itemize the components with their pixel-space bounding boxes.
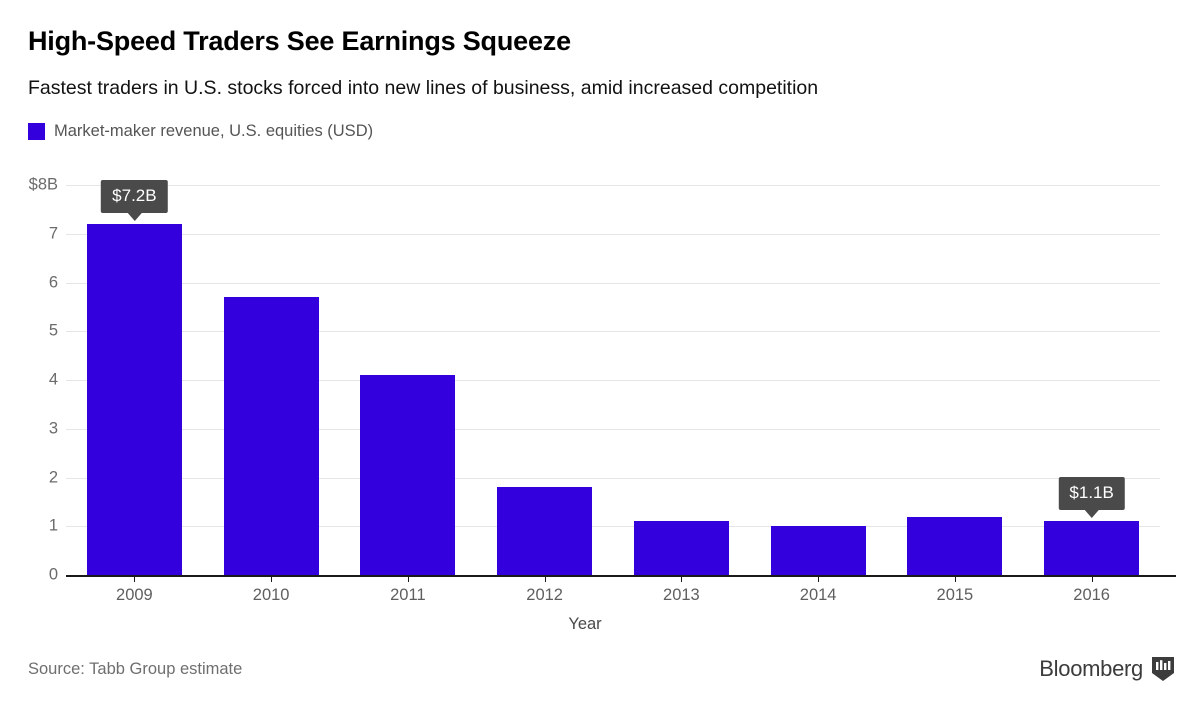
bar-2009[interactable] xyxy=(86,224,182,575)
x-axis-tick-label: 2014 xyxy=(799,586,837,604)
bar-2016[interactable] xyxy=(1044,521,1140,575)
x-axis-tick-label: 2011 xyxy=(390,586,426,604)
x-axis-tick xyxy=(681,575,683,582)
x-axis-tick-label: 2013 xyxy=(663,586,700,604)
x-axis-tick xyxy=(818,575,820,582)
bar-2011[interactable] xyxy=(360,375,456,575)
bar-2013[interactable] xyxy=(633,521,729,575)
bar-2010[interactable] xyxy=(223,297,319,575)
x-axis-tick xyxy=(271,575,273,582)
bar-2012[interactable] xyxy=(497,487,593,575)
y-axis-tick-label: 5 xyxy=(48,321,58,340)
chart-legend: Market-maker revenue, U.S. equities (USD… xyxy=(28,121,373,141)
gridline xyxy=(66,185,1160,186)
y-axis-tick-label: $8B xyxy=(28,175,58,194)
x-axis-tick xyxy=(954,575,956,582)
y-axis-tick-label: 3 xyxy=(48,419,58,438)
bloomberg-brand: Bloomberg xyxy=(1039,656,1174,682)
x-axis-tick xyxy=(407,575,409,582)
footer-divider xyxy=(0,643,1200,644)
value-callout-2009: $7.2B xyxy=(101,180,168,221)
y-axis-tick-label: 6 xyxy=(48,273,58,291)
gridline xyxy=(66,477,1160,479)
x-axis-title-label: Year xyxy=(568,615,602,633)
legend-color-swatch-icon xyxy=(28,122,45,140)
x-axis-tick-label: 2016 xyxy=(1073,586,1110,604)
gridline xyxy=(66,526,1160,528)
chart-subtitle: Fastest traders in U.S. stocks forced in… xyxy=(28,77,819,99)
x-axis-title: Year xyxy=(0,615,1200,634)
x-axis-tick xyxy=(134,575,136,582)
brand-name: Bloomberg xyxy=(1039,656,1143,681)
y-axis-tick-label: 0 xyxy=(48,565,58,584)
bar-2015[interactable] xyxy=(907,516,1003,575)
bloomberg-bar-badge-icon xyxy=(1152,657,1174,681)
y-axis-tick-label: 7 xyxy=(48,224,58,243)
legend-item-label: Market-maker revenue, U.S. equities (USD… xyxy=(54,121,374,140)
legend-item-market-maker-revenue[interactable]: Market-maker revenue, U.S. equities (USD… xyxy=(28,122,373,141)
value-callout-2016: $1.1B xyxy=(1058,477,1125,519)
gridline xyxy=(66,282,1160,284)
y-axis-tick-label: 4 xyxy=(48,370,58,389)
x-axis-line xyxy=(66,575,1176,577)
page-title: High-Speed Traders See Earnings Squeeze xyxy=(28,26,571,56)
x-axis-tick-label: 2010 xyxy=(252,586,290,604)
gridline xyxy=(66,428,1160,430)
x-axis-tick-label: 2012 xyxy=(526,586,563,604)
plot-area xyxy=(66,185,1160,575)
x-axis-tick xyxy=(1091,575,1093,582)
y-axis: 0 1 2 3 4 5 6 7 $8B xyxy=(0,176,58,584)
y-axis-tick-label: 1 xyxy=(48,516,58,535)
gridline xyxy=(66,233,1160,235)
bar-2014[interactable] xyxy=(770,526,866,575)
x-axis-tick xyxy=(544,575,546,582)
x-axis-tick-label: 2015 xyxy=(936,586,974,604)
gridline xyxy=(66,380,1160,381)
gridline xyxy=(66,331,1160,333)
x-axis-tick-label: 2009 xyxy=(116,586,153,604)
source-note: Source: Tabb Group estimate xyxy=(28,660,243,678)
y-axis-tick-label: 2 xyxy=(48,468,58,486)
